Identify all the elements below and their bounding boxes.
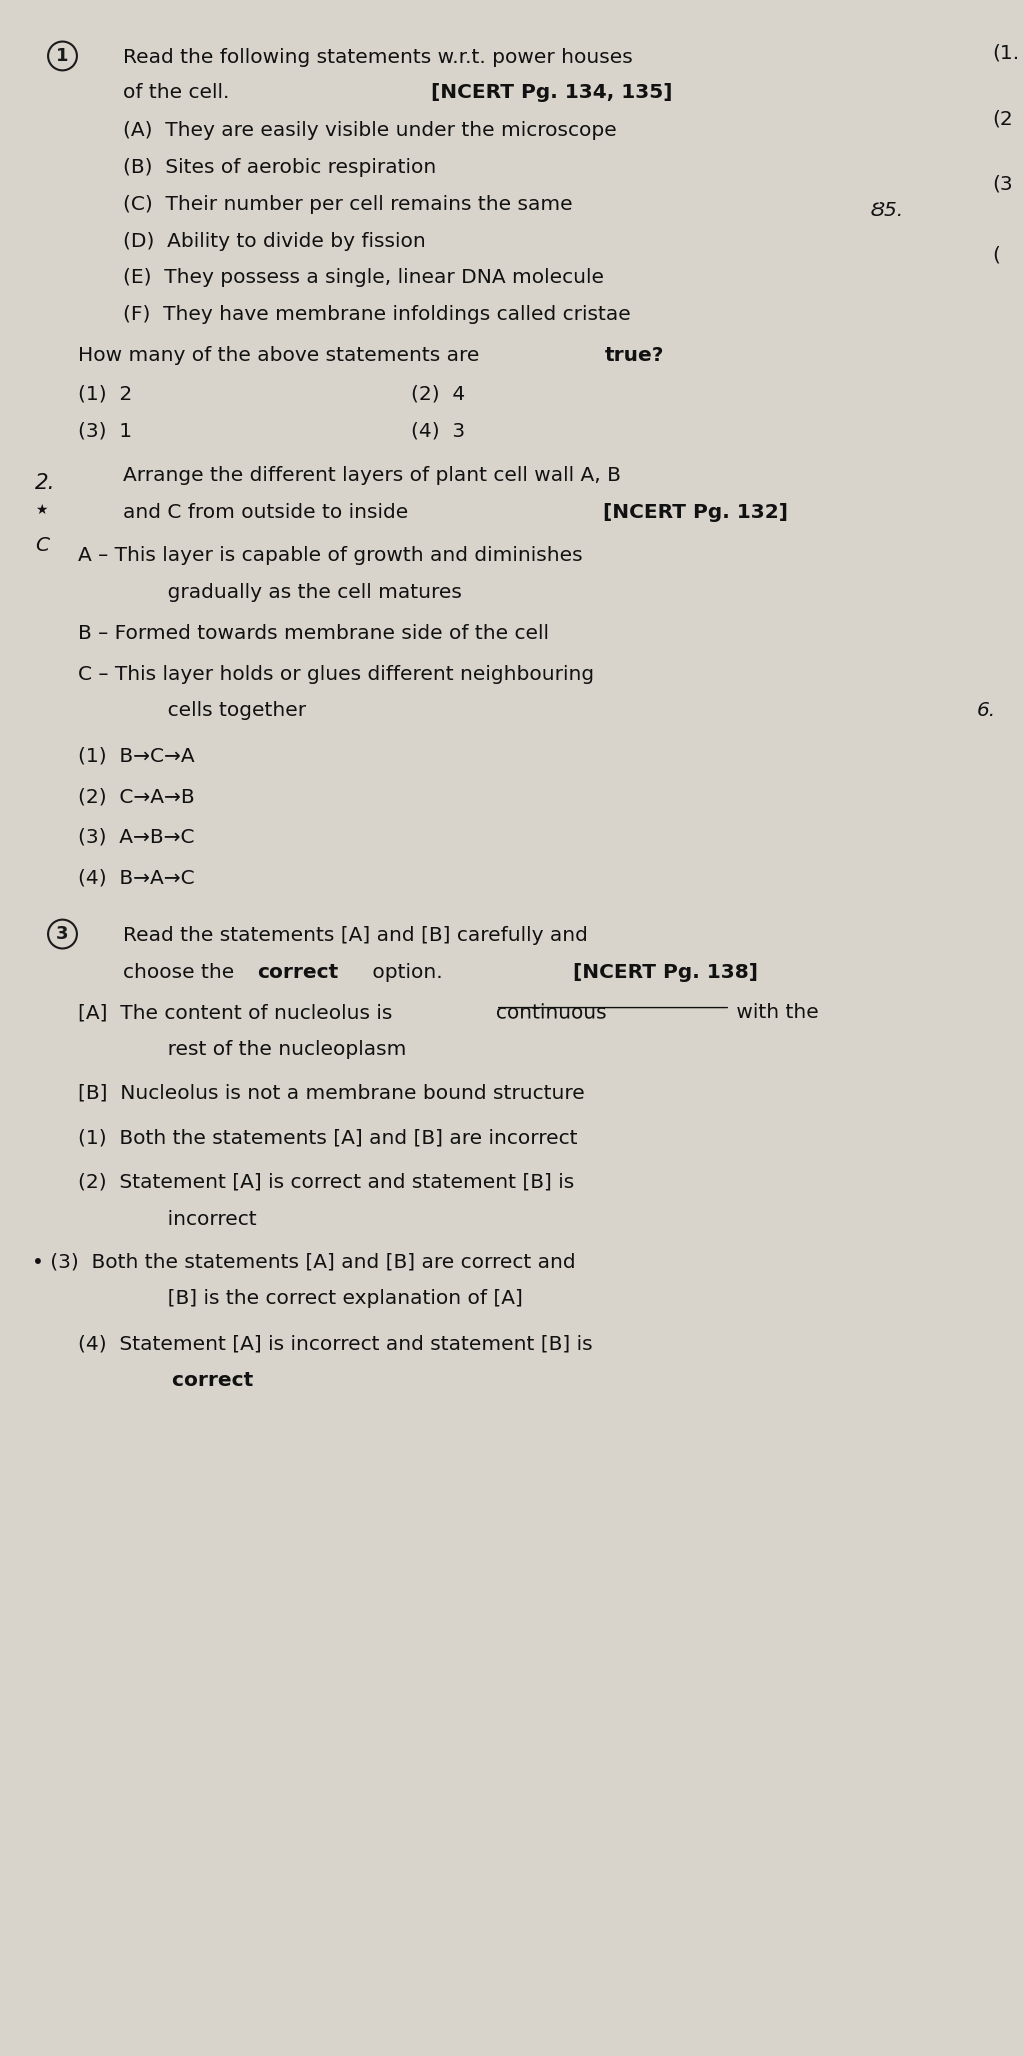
Text: (2)  C→A→B: (2) C→A→B [78, 787, 195, 806]
Text: • (3)  Both the statements [A] and [B] are correct and: • (3) Both the statements [A] and [B] ar… [32, 1252, 575, 1271]
Text: (2)  Statement [A] is correct and statement [B] is: (2) Statement [A] is correct and stateme… [78, 1174, 573, 1192]
Text: Ȣ5.: Ȣ5. [870, 201, 904, 220]
Text: gradually as the cell matures: gradually as the cell matures [123, 582, 462, 602]
Text: (1)  B→C→A: (1) B→C→A [78, 746, 195, 765]
Text: (3: (3 [992, 175, 1013, 193]
Text: Read the following statements w.r.t. power houses: Read the following statements w.r.t. pow… [123, 47, 633, 66]
Text: Arrange the different layers of plant cell wall A, B: Arrange the different layers of plant ce… [123, 467, 621, 485]
Text: correct: correct [123, 1371, 253, 1390]
Text: (2)  4: (2) 4 [411, 384, 465, 403]
Text: (F)  They have membrane infoldings called cristae: (F) They have membrane infoldings called… [123, 304, 631, 325]
Text: correct: correct [257, 962, 339, 981]
Text: 6.: 6. [977, 701, 995, 720]
Text: A – This layer is capable of growth and diminishes: A – This layer is capable of growth and … [78, 547, 583, 565]
Text: B – Formed towards membrane side of the cell: B – Formed towards membrane side of the … [78, 623, 549, 644]
Text: choose the: choose the [123, 962, 241, 981]
Text: of the cell.: of the cell. [123, 82, 229, 101]
Text: How many of the above statements are: How many of the above statements are [78, 345, 485, 364]
Text: ★: ★ [35, 504, 48, 518]
Text: [NCERT Pg. 132]: [NCERT Pg. 132] [603, 504, 787, 522]
Text: rest of the nucleoplasm: rest of the nucleoplasm [123, 1040, 407, 1059]
Text: (1)  2: (1) 2 [78, 384, 132, 403]
Text: (C)  Their number per cell remains the same: (C) Their number per cell remains the sa… [123, 195, 572, 214]
Text: [NCERT Pg. 134, 135]: [NCERT Pg. 134, 135] [431, 82, 673, 101]
Text: (4)  B→A→C: (4) B→A→C [78, 870, 195, 888]
Text: continuous: continuous [496, 1003, 607, 1022]
Text: (3)  1: (3) 1 [78, 421, 132, 440]
Text: (: ( [992, 247, 999, 265]
Text: (3)  A→B→C: (3) A→B→C [78, 829, 195, 847]
Text: (2: (2 [992, 109, 1013, 127]
Text: cells together: cells together [123, 701, 306, 720]
Text: incorrect: incorrect [123, 1209, 257, 1229]
Text: Read the statements [A] and [B] carefully and: Read the statements [A] and [B] carefull… [123, 925, 588, 946]
Text: 1: 1 [56, 47, 69, 66]
Text: option.: option. [366, 962, 442, 981]
Text: [NCERT Pg. 138]: [NCERT Pg. 138] [572, 962, 758, 981]
Text: (4)  Statement [A] is incorrect and statement [B] is: (4) Statement [A] is incorrect and state… [78, 1334, 592, 1353]
Text: and C from outside to inside: and C from outside to inside [123, 504, 409, 522]
Text: (E)  They possess a single, linear DNA molecule: (E) They possess a single, linear DNA mo… [123, 269, 604, 288]
Text: with the: with the [730, 1003, 819, 1022]
Text: (1.: (1. [992, 43, 1019, 62]
Text: (A)  They are easily visible under the microscope: (A) They are easily visible under the mi… [123, 121, 616, 140]
Text: (1)  Both the statements [A] and [B] are incorrect: (1) Both the statements [A] and [B] are … [78, 1129, 578, 1147]
Text: (B)  Sites of aerobic respiration: (B) Sites of aerobic respiration [123, 158, 436, 177]
Text: true?: true? [605, 345, 665, 364]
Text: [A]  The content of nucleolus is: [A] The content of nucleolus is [78, 1003, 398, 1022]
Text: (4)  3: (4) 3 [411, 421, 465, 440]
Text: 2.: 2. [35, 473, 55, 493]
Text: C – This layer holds or glues different neighbouring: C – This layer holds or glues different … [78, 664, 594, 683]
Text: [B] is the correct explanation of [A]: [B] is the correct explanation of [A] [123, 1289, 523, 1308]
Text: C: C [35, 537, 49, 555]
Text: 3: 3 [56, 925, 69, 944]
Text: (D)  Ability to divide by fission: (D) Ability to divide by fission [123, 232, 426, 251]
Text: [B]  Nucleolus is not a membrane bound structure: [B] Nucleolus is not a membrane bound st… [78, 1084, 585, 1102]
